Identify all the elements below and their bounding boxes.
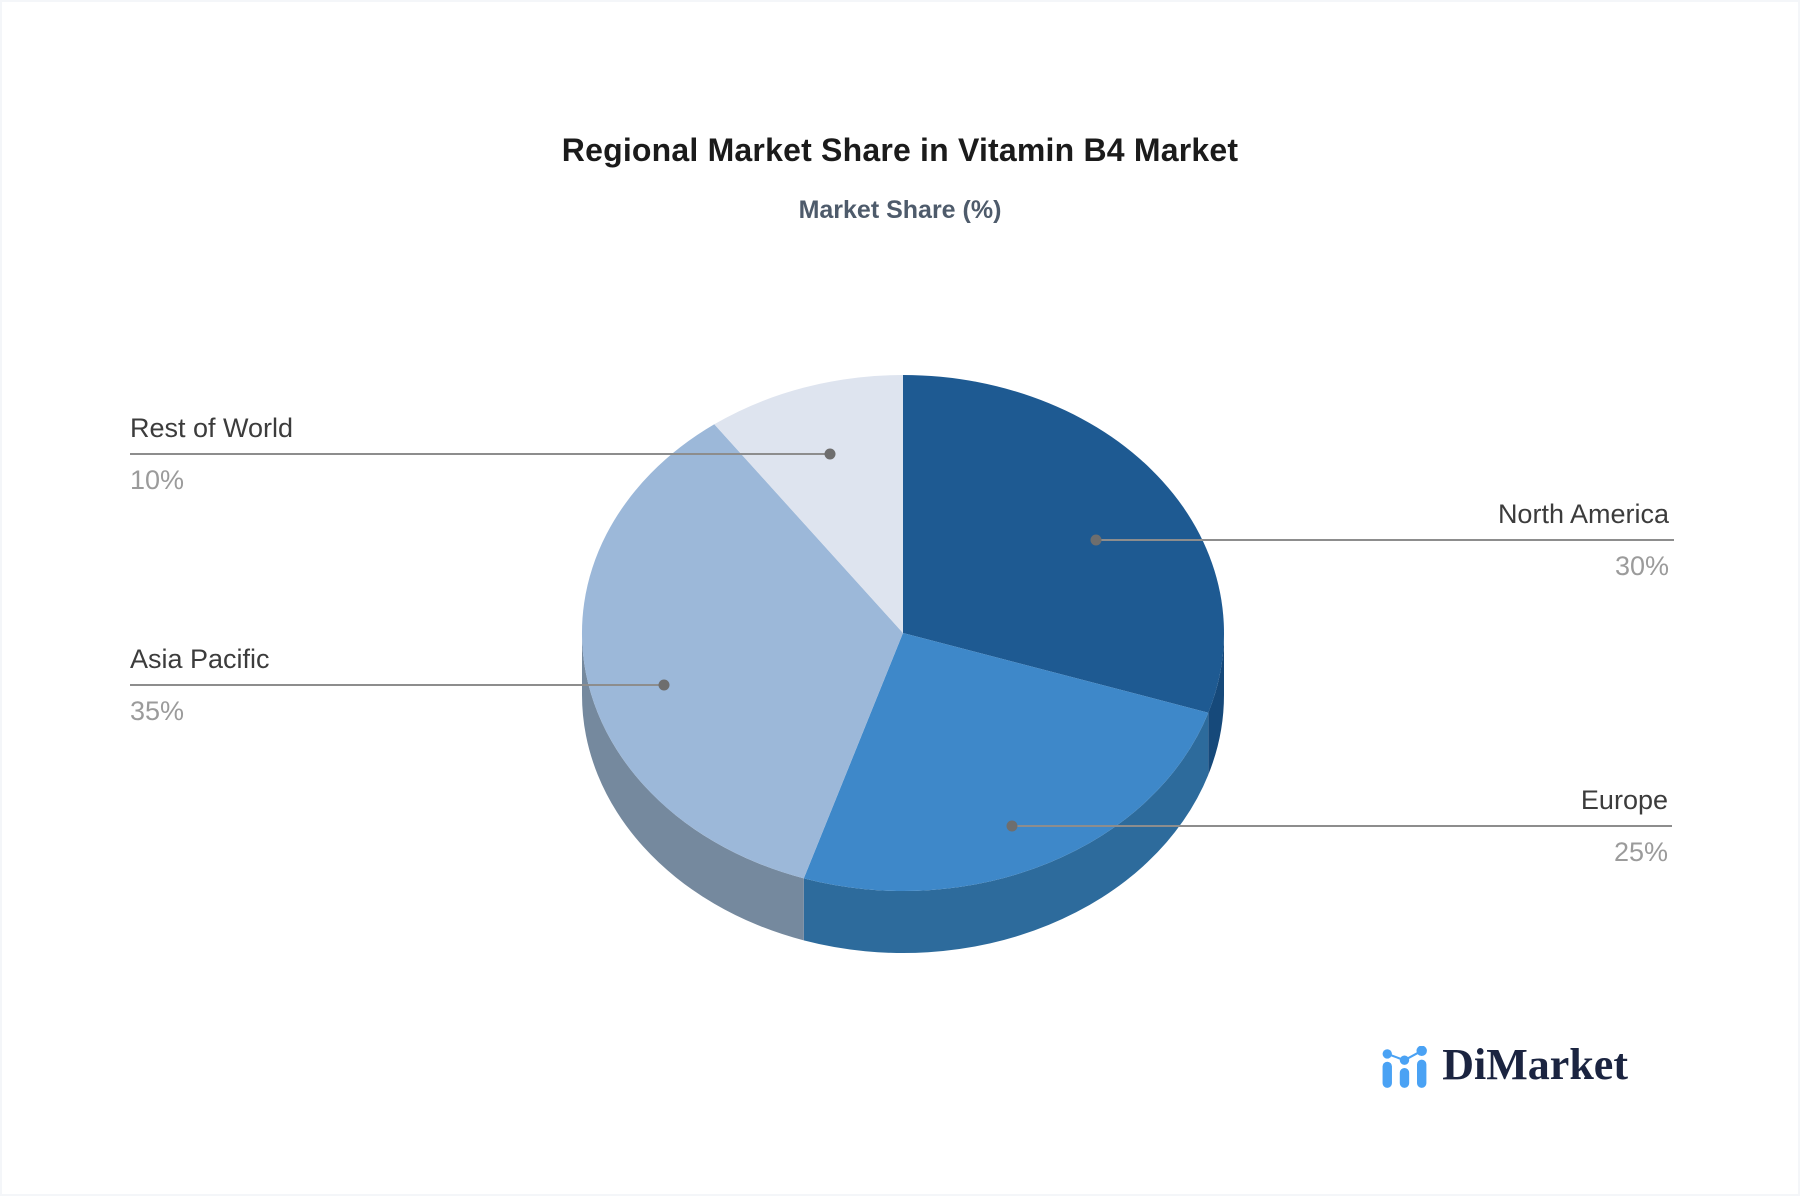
slice-value: 10%	[130, 465, 185, 495]
callout-dots	[658, 448, 1102, 832]
slice-value: 30%	[1614, 551, 1669, 581]
slice-label: Asia Pacific	[130, 644, 270, 674]
pie-slices	[581, 375, 1225, 892]
pie-side-asia-pacific	[581, 633, 804, 941]
chart-title: Regional Market Share in Vitamin B4 Mark…	[561, 132, 1239, 168]
slice-value: 35%	[130, 696, 185, 726]
callout-north-america: North America 30%	[1498, 498, 1669, 582]
chart-subtitle: Market Share (%)	[798, 196, 1002, 224]
pie-side-north-america	[1208, 633, 1224, 775]
brand-logo: DiMarket	[1381, 1040, 1628, 1090]
callout-dot-europe	[1006, 820, 1018, 832]
callout-dot-north-america	[1090, 534, 1102, 546]
slice-label: Europe	[1580, 785, 1668, 815]
callout-europe: Europe 25%	[1581, 784, 1668, 868]
callout-asia-pacific: Asia Pacific 35%	[130, 643, 270, 727]
pie-slice-asia-pacific[interactable]	[581, 424, 903, 879]
callout-dot-rest-of-world	[824, 448, 836, 460]
slice-label: North America	[1497, 499, 1669, 529]
slice-value: 25%	[1613, 837, 1668, 867]
pie-3d-sides	[581, 633, 1224, 954]
callout-dot-asia-pacific	[658, 679, 670, 691]
pie-slice-north-america[interactable]	[903, 375, 1225, 713]
bar-line-chart-icon	[1382, 1046, 1428, 1088]
pie-slice-rest-of-world[interactable]	[714, 375, 903, 633]
pie-side-europe	[803, 712, 1209, 954]
brand-logo-text: DiMarket	[1442, 1040, 1628, 1089]
slice-label: Rest of World	[130, 413, 294, 443]
callout-lines	[130, 453, 1674, 827]
callout-rest-of-world: Rest of World 10%	[130, 412, 293, 496]
